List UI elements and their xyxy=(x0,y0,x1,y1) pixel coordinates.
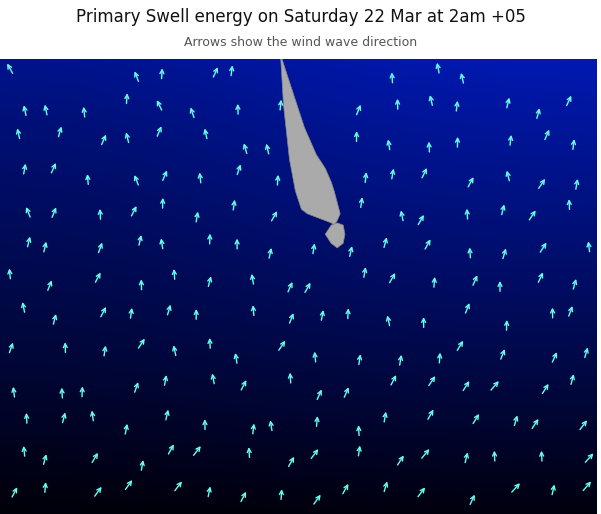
Polygon shape xyxy=(281,54,340,225)
Text: Primary Swell energy on Saturday 22 Mar at 2am +05: Primary Swell energy on Saturday 22 Mar … xyxy=(76,8,525,26)
Text: Arrows show the wind wave direction: Arrows show the wind wave direction xyxy=(184,36,417,49)
Polygon shape xyxy=(325,223,345,248)
